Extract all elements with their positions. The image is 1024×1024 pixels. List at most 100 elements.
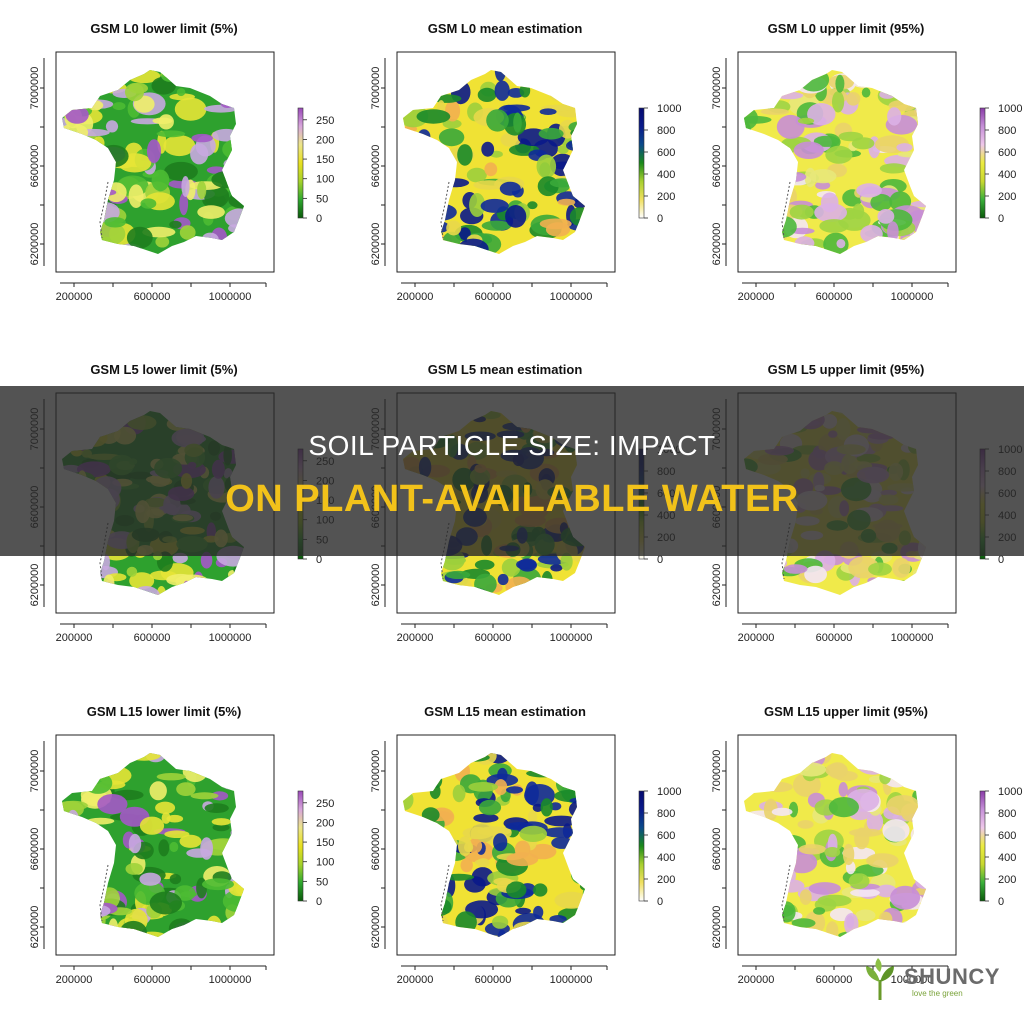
map-patch [179, 588, 194, 595]
map-patch [560, 583, 584, 595]
map-patch [823, 232, 849, 254]
map-patch [210, 227, 228, 250]
map-patch [915, 828, 924, 840]
map-patch [412, 70, 423, 82]
map-patch [224, 236, 234, 250]
map-patch [126, 226, 153, 249]
y-tick-label: 6200000 [711, 223, 723, 266]
map-patch [230, 828, 240, 838]
map-patch [576, 161, 585, 175]
map-patch [897, 753, 926, 768]
map-patch [882, 819, 910, 842]
y-tick-label: 7000000 [370, 750, 382, 793]
map-patch [79, 758, 113, 771]
map-patch [808, 753, 830, 759]
map-patch [86, 756, 119, 768]
map-patch [566, 140, 584, 151]
map-patch [62, 835, 75, 849]
map-patch [458, 836, 472, 856]
colorbar-label: 400 [998, 852, 1016, 864]
map-patch [798, 844, 826, 855]
map-patch [798, 70, 830, 92]
map-patch [551, 84, 582, 93]
map-patch [869, 75, 895, 87]
colorbar-label: 1000 [998, 786, 1022, 798]
map-patch [86, 100, 104, 111]
map-patch [569, 82, 585, 98]
map-patch [759, 856, 769, 877]
map-patch [443, 873, 475, 881]
map-patch [753, 909, 779, 931]
map-patch [234, 763, 244, 772]
map-patch [466, 167, 487, 183]
map-patch [527, 201, 538, 210]
map-patch [744, 757, 774, 771]
y-tick-label: 6600000 [370, 145, 382, 188]
banner-title-line1: SOIL PARTICLE SIZE: IMPACT [308, 430, 716, 461]
map-patch [62, 890, 71, 900]
map-patch [186, 71, 202, 82]
map-patch [746, 183, 776, 196]
map-patch [126, 566, 138, 577]
map-patch [416, 109, 451, 124]
map-patch [566, 246, 585, 254]
map-patch [752, 186, 782, 201]
map-patch [918, 912, 926, 932]
map-patch [897, 151, 926, 158]
y-tick-label: 6200000 [29, 223, 41, 266]
map-patch [744, 895, 767, 905]
map-patch [230, 753, 244, 763]
colorbar-label: 800 [657, 808, 675, 820]
map-patch [796, 70, 809, 74]
map-patch [773, 761, 802, 774]
map-patch [553, 240, 585, 250]
map-patch [565, 237, 585, 245]
colorbar-label: 0 [657, 896, 663, 908]
map-patch [469, 193, 486, 217]
map-patch [105, 924, 118, 937]
map-patch [746, 753, 774, 765]
map-patch [464, 876, 486, 893]
map-patch [474, 573, 497, 595]
panel-title: GSM L15 upper limit (95%) [764, 704, 928, 719]
x-tick-label: 1000000 [209, 291, 252, 303]
map-patch [889, 580, 920, 590]
panel-title: GSM L15 mean estimation [424, 704, 586, 719]
map-patch [411, 225, 423, 236]
map-patch [63, 218, 76, 231]
map-patch [894, 580, 912, 595]
map-patch [62, 224, 73, 245]
map-patch [872, 756, 889, 772]
map-patch [128, 184, 144, 208]
map-patch [771, 904, 795, 918]
map-patch [570, 864, 585, 885]
map-patch [87, 757, 110, 769]
map-patch [838, 782, 848, 797]
map-patch [231, 753, 244, 769]
x-tick-label: 600000 [475, 632, 512, 644]
map-patch [554, 756, 585, 774]
map-patch [756, 876, 788, 889]
map-patch [474, 859, 490, 866]
map-patch [62, 812, 72, 831]
coast-outline [440, 864, 450, 922]
colorbar [297, 107, 304, 219]
map-patch [169, 841, 179, 853]
map-patch [450, 72, 462, 91]
map-patch [67, 903, 83, 911]
map-patch [493, 833, 508, 852]
map-patch [79, 753, 89, 763]
map-patch [574, 583, 585, 595]
map-patch [122, 71, 135, 79]
map-patch [879, 771, 891, 785]
map-patch [155, 801, 176, 814]
x-tick-label: 200000 [397, 291, 434, 303]
map-patch [744, 97, 763, 107]
coast-outline [781, 864, 791, 922]
map-patch [428, 767, 443, 781]
map-patch [826, 921, 839, 937]
map-patch [163, 135, 196, 157]
map-patch [182, 580, 192, 595]
coast-outline [440, 522, 450, 580]
map-patch [503, 104, 531, 112]
